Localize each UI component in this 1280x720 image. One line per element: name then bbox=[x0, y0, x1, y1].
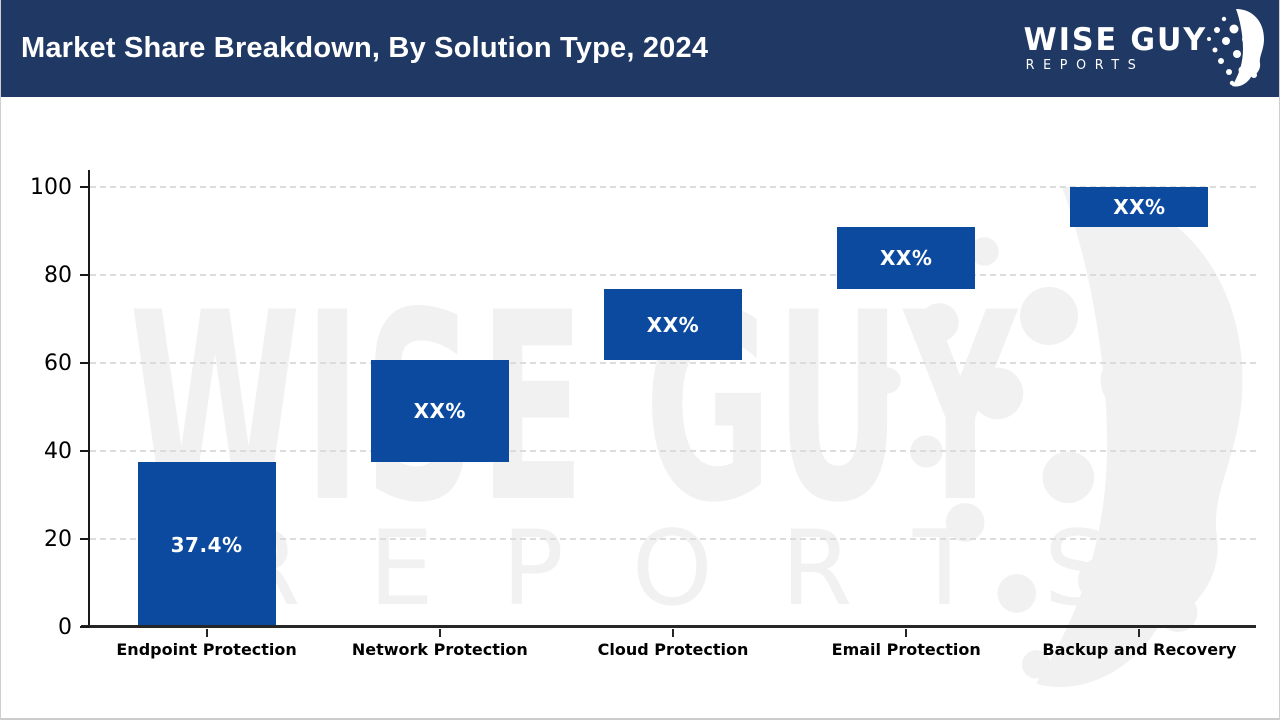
y-tick-mark-40 bbox=[80, 450, 90, 452]
bar-value-label: XX% bbox=[1113, 195, 1166, 220]
bar-value-label: XX% bbox=[646, 312, 700, 337]
gridline-80 bbox=[90, 274, 1256, 276]
gridline-60 bbox=[90, 362, 1256, 364]
logo-wordmark-line1: WISE GUY bbox=[1023, 22, 1207, 58]
x-tick-mark-email-protection bbox=[905, 629, 908, 637]
logo-wordmark-line2: REPORTS bbox=[1025, 58, 1145, 73]
category-label-email-protection: Email Protection bbox=[831, 640, 981, 659]
x-tick-mark-backup-and-recovery bbox=[1138, 629, 1141, 637]
bar-endpoint-protection: 37.4% bbox=[137, 462, 276, 627]
y-tick-mark-0 bbox=[80, 626, 90, 628]
x-tick-mark-cloud-protection bbox=[672, 629, 674, 637]
category-label-endpoint-protection: Endpoint Protection bbox=[116, 640, 297, 659]
gridline-20 bbox=[90, 538, 1256, 540]
chart-area: WISE GUY REPORTS 0 20 40 60 80 100 37.4% Endpoi… bbox=[1, 97, 1279, 720]
gridline-100 bbox=[90, 186, 1256, 188]
page-title: Market Share Breakdown, By Solution Type… bbox=[21, 32, 709, 64]
category-label-cloud-protection: Cloud Protection bbox=[597, 640, 749, 659]
wise-guy-logo: WISE GUY REPORTS bbox=[1018, 8, 1265, 89]
y-tick-label-0: 0 bbox=[58, 615, 72, 640]
watermark-face-icon bbox=[874, 186, 1243, 688]
x-axis-line bbox=[81, 625, 1256, 628]
y-tick-label-20: 20 bbox=[44, 527, 72, 552]
category-label-backup-and-recovery: Backup and Recovery bbox=[1042, 640, 1237, 659]
bar-network-protection: XX% bbox=[370, 359, 509, 463]
logo-face-icon bbox=[1207, 8, 1264, 87]
y-tick-mark-80 bbox=[80, 274, 90, 276]
header-bar: Market Share Breakdown, By Solution Type… bbox=[1, 0, 1279, 97]
plot-area: 0 20 40 60 80 100 37.4% Endpoint Protection XX% N… bbox=[30, 170, 1256, 659]
bar-backup-and-recovery: XX% bbox=[1070, 187, 1209, 228]
y-tick-label-60: 60 bbox=[44, 351, 72, 376]
bar-email-protection: XX% bbox=[837, 227, 976, 290]
bar-value-label: XX% bbox=[413, 399, 466, 424]
y-tick-mark-60 bbox=[80, 362, 90, 364]
y-tick-mark-20 bbox=[80, 538, 90, 540]
category-label-network-protection: Network Protection bbox=[351, 640, 528, 659]
x-tick-mark-endpoint-protection bbox=[205, 629, 208, 637]
bar-value-label: XX% bbox=[879, 246, 933, 271]
y-tick-label-40: 40 bbox=[44, 439, 72, 464]
y-axis-line bbox=[88, 170, 90, 627]
gridline-40 bbox=[90, 450, 1256, 452]
x-tick-mark-network-protection bbox=[438, 629, 441, 637]
watermark-wordmark: WISE GUY bbox=[129, 258, 1020, 560]
bar-value-label: 37.4% bbox=[170, 532, 243, 557]
y-tick-label-80: 80 bbox=[44, 263, 72, 288]
logo-wordmark: WISE GUY REPORTS bbox=[1023, 22, 1207, 73]
y-tick-mark-100 bbox=[80, 186, 90, 188]
bar-cloud-protection: XX% bbox=[604, 289, 742, 360]
y-tick-label-100: 100 bbox=[30, 175, 72, 200]
